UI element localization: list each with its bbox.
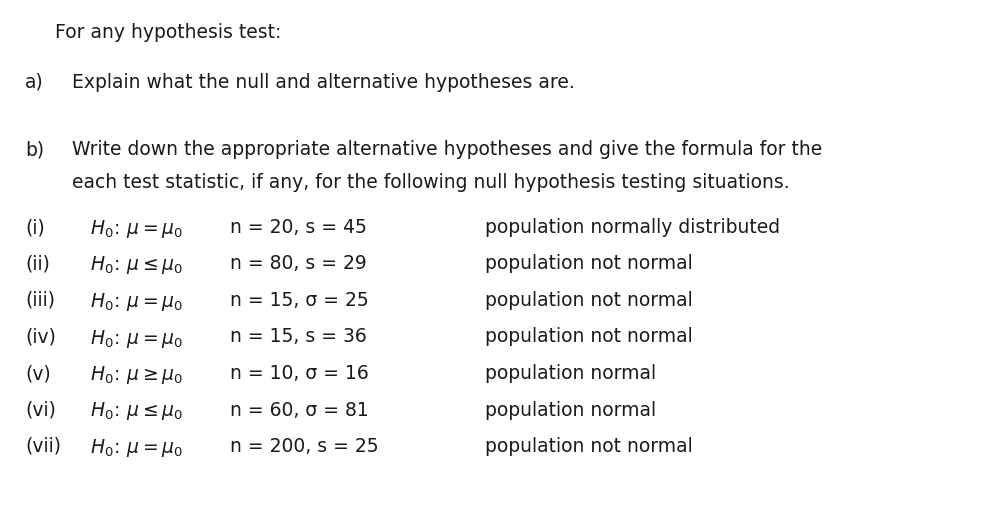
Text: n = 60, σ = 81: n = 60, σ = 81 xyxy=(230,401,369,420)
Text: (vii): (vii) xyxy=(25,437,61,456)
Text: $H_0\!:\, \mu \geq \mu_0$: $H_0\!:\, \mu \geq \mu_0$ xyxy=(90,364,183,386)
Text: $H_0\!:\, \mu \leq \mu_0$: $H_0\!:\, \mu \leq \mu_0$ xyxy=(90,254,183,277)
Text: (iv): (iv) xyxy=(25,327,55,346)
Text: (iii): (iii) xyxy=(25,291,55,310)
Text: (i): (i) xyxy=(25,218,44,237)
Text: (v): (v) xyxy=(25,364,50,383)
Text: (ii): (ii) xyxy=(25,254,50,274)
Text: population not normal: population not normal xyxy=(485,327,693,346)
Text: population normally distributed: population normally distributed xyxy=(485,218,780,237)
Text: Explain what the null and alternative hypotheses are.: Explain what the null and alternative hy… xyxy=(71,73,575,92)
Text: $H_0\!:\, \mu = \mu_0$: $H_0\!:\, \mu = \mu_0$ xyxy=(90,218,183,240)
Text: n = 15, s = 36: n = 15, s = 36 xyxy=(230,327,367,346)
Text: n = 10, σ = 16: n = 10, σ = 16 xyxy=(230,364,369,383)
Text: n = 15, σ = 25: n = 15, σ = 25 xyxy=(230,291,369,310)
Text: $H_0\!:\, \mu \leq \mu_0$: $H_0\!:\, \mu \leq \mu_0$ xyxy=(90,401,183,422)
Text: $H_0\!:\, \mu = \mu_0$: $H_0\!:\, \mu = \mu_0$ xyxy=(90,437,183,459)
Text: population not normal: population not normal xyxy=(485,437,693,456)
Text: n = 20, s = 45: n = 20, s = 45 xyxy=(230,218,367,237)
Text: population normal: population normal xyxy=(485,401,657,420)
Text: (vi): (vi) xyxy=(25,401,55,420)
Text: population not normal: population not normal xyxy=(485,254,693,274)
Text: For any hypothesis test:: For any hypothesis test: xyxy=(55,23,281,42)
Text: population normal: population normal xyxy=(485,364,657,383)
Text: population not normal: population not normal xyxy=(485,291,693,310)
Text: $H_0\!:\, \mu = \mu_0$: $H_0\!:\, \mu = \mu_0$ xyxy=(90,291,183,313)
Text: each test statistic, if any, for the following null hypothesis testing situation: each test statistic, if any, for the fol… xyxy=(71,173,789,192)
Text: n = 80, s = 29: n = 80, s = 29 xyxy=(230,254,367,274)
Text: a): a) xyxy=(25,73,43,92)
Text: $H_0\!:\, \mu = \mu_0$: $H_0\!:\, \mu = \mu_0$ xyxy=(90,327,183,350)
Text: b): b) xyxy=(25,140,44,159)
Text: Write down the appropriate alternative hypotheses and give the formula for the: Write down the appropriate alternative h… xyxy=(71,140,823,159)
Text: n = 200, s = 25: n = 200, s = 25 xyxy=(230,437,379,456)
